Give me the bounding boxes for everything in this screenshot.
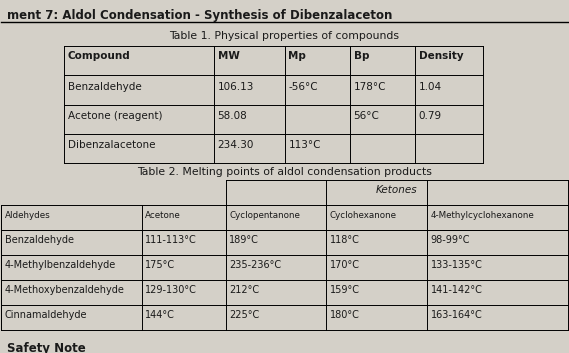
Text: Benzaldehyde: Benzaldehyde xyxy=(5,235,74,245)
Text: 178°C: 178°C xyxy=(353,82,386,91)
Text: 180°C: 180°C xyxy=(330,310,360,320)
Text: 159°C: 159°C xyxy=(330,285,360,295)
Text: Mp: Mp xyxy=(288,51,306,61)
Text: MW: MW xyxy=(218,51,240,61)
Text: Cyclopentanone: Cyclopentanone xyxy=(229,211,300,220)
Text: 58.08: 58.08 xyxy=(218,111,248,121)
Text: 212°C: 212°C xyxy=(229,285,259,295)
Text: Acetone (reagent): Acetone (reagent) xyxy=(68,111,162,121)
Text: Compound: Compound xyxy=(68,51,130,61)
Text: 234.30: 234.30 xyxy=(218,140,254,150)
Text: 170°C: 170°C xyxy=(330,261,360,270)
Text: Acetone: Acetone xyxy=(145,211,181,220)
Text: 113°C: 113°C xyxy=(288,140,321,150)
Text: Dibenzalacetone: Dibenzalacetone xyxy=(68,140,155,150)
Text: 175°C: 175°C xyxy=(145,261,175,270)
Text: Table 2. Melting points of aldol condensation products: Table 2. Melting points of aldol condens… xyxy=(137,167,432,177)
Text: 133-135°C: 133-135°C xyxy=(431,261,483,270)
Text: 106.13: 106.13 xyxy=(218,82,254,91)
Text: Safety Note: Safety Note xyxy=(7,342,86,353)
Text: 111-113°C: 111-113°C xyxy=(145,235,197,245)
Text: 141-142°C: 141-142°C xyxy=(431,285,483,295)
Text: 4-Methoxybenzaldehyde: 4-Methoxybenzaldehyde xyxy=(5,285,125,295)
Text: Benzaldehyde: Benzaldehyde xyxy=(68,82,141,91)
Text: Aldehydes: Aldehydes xyxy=(5,211,51,220)
Text: Bp: Bp xyxy=(353,51,369,61)
Text: 1.04: 1.04 xyxy=(419,82,442,91)
Text: Ketones: Ketones xyxy=(376,185,418,195)
Text: 56°C: 56°C xyxy=(353,111,380,121)
Text: ment 7: Aldol Condensation - Synthesis of Dibenzalaceton: ment 7: Aldol Condensation - Synthesis o… xyxy=(7,9,393,22)
Text: 4-Methylbenzaldehyde: 4-Methylbenzaldehyde xyxy=(5,261,116,270)
Text: 235-236°C: 235-236°C xyxy=(229,261,281,270)
Text: Cinnamaldehyde: Cinnamaldehyde xyxy=(5,310,87,320)
Text: Density: Density xyxy=(419,51,463,61)
Text: 189°C: 189°C xyxy=(229,235,259,245)
Text: 225°C: 225°C xyxy=(229,310,259,320)
Text: 98-99°C: 98-99°C xyxy=(431,235,470,245)
Text: -56°C: -56°C xyxy=(288,82,318,91)
Text: 118°C: 118°C xyxy=(330,235,360,245)
Text: Table 1. Physical properties of compounds: Table 1. Physical properties of compound… xyxy=(170,31,399,41)
Text: Cyclohexanone: Cyclohexanone xyxy=(330,211,397,220)
Text: 129-130°C: 129-130°C xyxy=(145,285,197,295)
Text: 144°C: 144°C xyxy=(145,310,175,320)
Text: 0.79: 0.79 xyxy=(419,111,442,121)
Text: 4-Methylcyclohexanone: 4-Methylcyclohexanone xyxy=(431,211,534,220)
Text: 163-164°C: 163-164°C xyxy=(431,310,483,320)
